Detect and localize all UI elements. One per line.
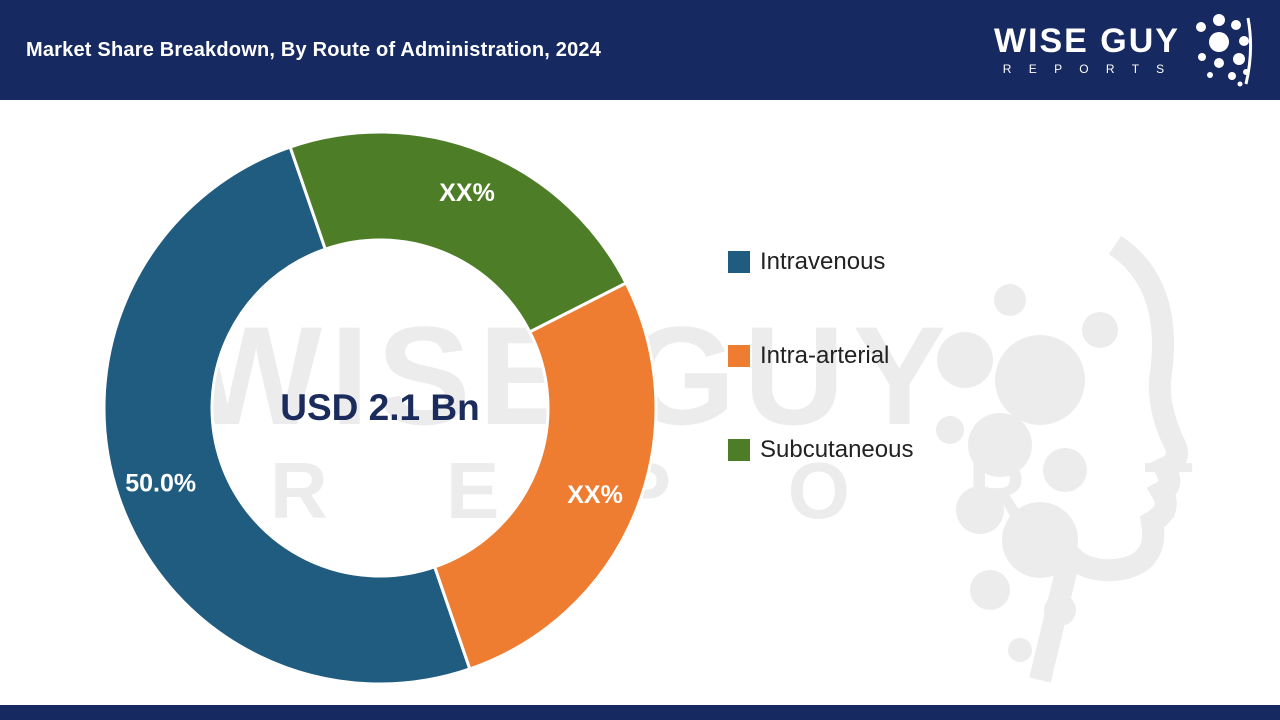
legend-swatch-subcutaneous	[728, 439, 750, 461]
legend-label: Intravenous	[760, 248, 886, 275]
footer-bar	[0, 705, 1280, 720]
header-bar: Market Share Breakdown, By Route of Admi…	[0, 0, 1280, 100]
brand-logo-text: WISE GUY R E P O R T S	[993, 22, 1180, 76]
logo-head-icon	[1196, 14, 1253, 87]
donut-chart-container: 50.0% XX% XX% USD 2.1 Bn	[100, 128, 660, 688]
legend-item-subcutaneous: Subcutaneous	[728, 436, 913, 464]
watermark-head-graphic	[936, 235, 1188, 683]
legend-swatch-intra-arterial	[728, 345, 750, 367]
donut-chart: 50.0% XX% XX%	[102, 130, 658, 686]
brand-logo: WISE GUY R E P O R T S	[994, 12, 1254, 88]
brand-subname: R E P O R T S	[1002, 61, 1172, 76]
legend-label: Intra-arterial	[760, 342, 890, 369]
chart-legend: Intravenous Intra-arterial Subcutaneous	[728, 248, 913, 464]
legend-label: Subcutaneous	[760, 436, 914, 463]
chart-center-value: USD 2.1 Bn	[280, 387, 480, 428]
donut-slice-intravenous	[102, 145, 472, 686]
legend-item-intravenous: Intravenous	[728, 248, 913, 276]
page-title: Market Share Breakdown, By Route of Admi…	[26, 38, 602, 61]
slice-label-intravenous: 50.0%	[125, 470, 196, 498]
slice-label-subcutaneous: XX%	[439, 179, 495, 207]
legend-item-intra-arterial: Intra-arterial	[728, 342, 913, 370]
legend-swatch-intravenous	[728, 251, 750, 273]
donut-slice-intra-arterial	[432, 281, 658, 671]
donut-slice-subcutaneous	[288, 130, 629, 334]
brand-name: WISE GUY	[993, 22, 1180, 61]
slice-label-intra-arterial: XX%	[567, 481, 623, 509]
